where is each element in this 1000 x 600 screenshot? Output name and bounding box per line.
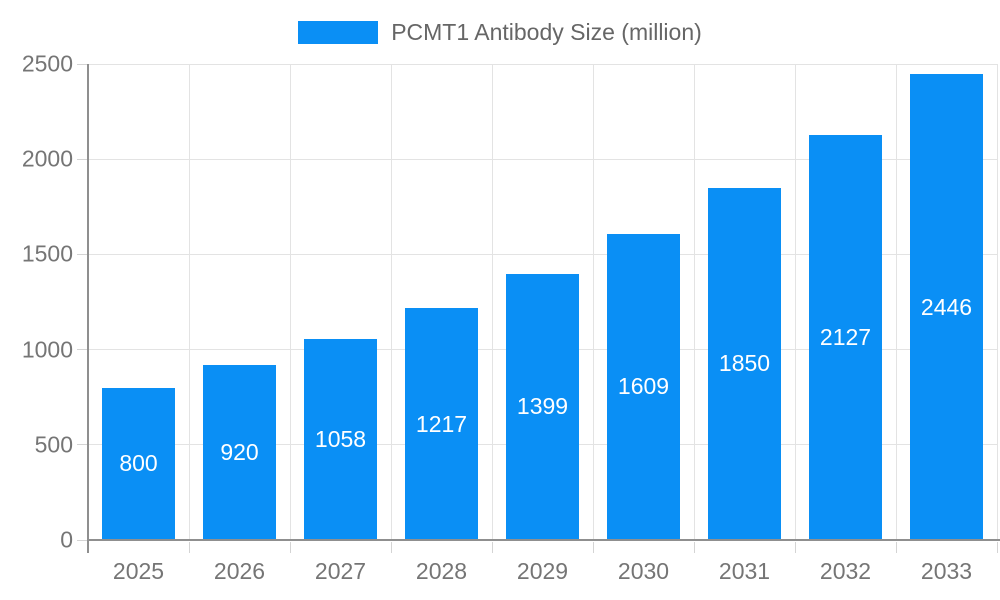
x-tick-label: 2032	[819, 558, 872, 584]
bar-2033-text: 2446	[920, 293, 973, 320]
y-axis-tick	[77, 444, 88, 446]
x-tick-label: 2026	[213, 558, 266, 584]
y-axis-tick	[77, 539, 88, 541]
bar-2028-text: 1217	[415, 410, 468, 437]
x-axis-tick	[491, 542, 493, 553]
bar-2026: 920	[203, 364, 276, 540]
x-tick-label: 2031	[718, 558, 771, 584]
x-tick-label: 2025	[112, 558, 165, 584]
bar-2027-text: 1058	[314, 425, 367, 452]
x-gridline	[996, 64, 998, 540]
bar-2030: 1609	[607, 233, 680, 540]
y-axis-tick	[77, 253, 88, 255]
x-axis-tick	[693, 542, 695, 553]
bar-2032-text: 2127	[819, 324, 872, 350]
y-tick-label: 500	[34, 431, 73, 458]
bar-2028: 1217	[405, 308, 478, 540]
x-gridline	[188, 64, 190, 540]
bar-2026-text: 920	[220, 438, 259, 465]
y-tick-label: 2000	[21, 145, 73, 172]
y-tick-label: 1000	[21, 336, 73, 363]
y-gridline	[88, 253, 997, 255]
x-axis-tick	[188, 542, 190, 553]
y-axis-tick	[77, 158, 88, 160]
bar-2032: 2127	[809, 135, 882, 540]
x-tick-label: 2029	[516, 558, 569, 584]
bar-2031-text: 1850	[718, 350, 771, 377]
y-tick-label: 1500	[21, 240, 73, 267]
x-axis-tick	[895, 542, 897, 553]
x-tick-label: 2030	[617, 558, 670, 584]
y-gridline	[88, 158, 997, 160]
bar-2025: 800	[102, 387, 175, 540]
y-axis-tick	[77, 349, 88, 351]
bar-2029-text: 1399	[516, 393, 569, 420]
x-tick-label: 2028	[415, 558, 468, 584]
x-gridline	[794, 64, 796, 540]
x-axis-tick	[289, 542, 291, 553]
y-axis-tick	[77, 63, 88, 65]
legend-swatch-icon	[298, 21, 379, 44]
x-axis-tick	[390, 542, 392, 553]
x-gridline	[895, 64, 897, 540]
x-gridline	[693, 64, 695, 540]
bar-2029: 1399	[506, 273, 579, 540]
bar-2025-text: 800	[119, 450, 158, 477]
x-axis-tick	[592, 542, 594, 553]
x-tick-label: 2033	[920, 558, 973, 584]
bar-2031: 1850	[708, 187, 781, 540]
y-tick-label: 0	[60, 526, 73, 553]
x-gridline	[390, 64, 392, 540]
y-tick-label: 2500	[21, 50, 73, 77]
y-gridline	[88, 63, 997, 65]
bar-2027: 1058	[304, 338, 377, 540]
x-axis-tick	[794, 542, 796, 553]
x-gridline	[289, 64, 291, 540]
x-axis	[87, 539, 1000, 541]
x-gridline	[491, 64, 493, 540]
x-tick-label: 2027	[314, 558, 367, 584]
x-axis-tick	[996, 542, 998, 553]
chart-legend[interactable]: PCMT1 Antibody Size (million)	[0, 19, 1000, 46]
legend-label: PCMT1 Antibody Size (million)	[391, 19, 702, 45]
y-axis	[87, 64, 89, 553]
bar-2030-text: 1609	[617, 373, 670, 400]
x-gridline	[592, 64, 594, 540]
bar-2033: 2446	[910, 74, 983, 540]
